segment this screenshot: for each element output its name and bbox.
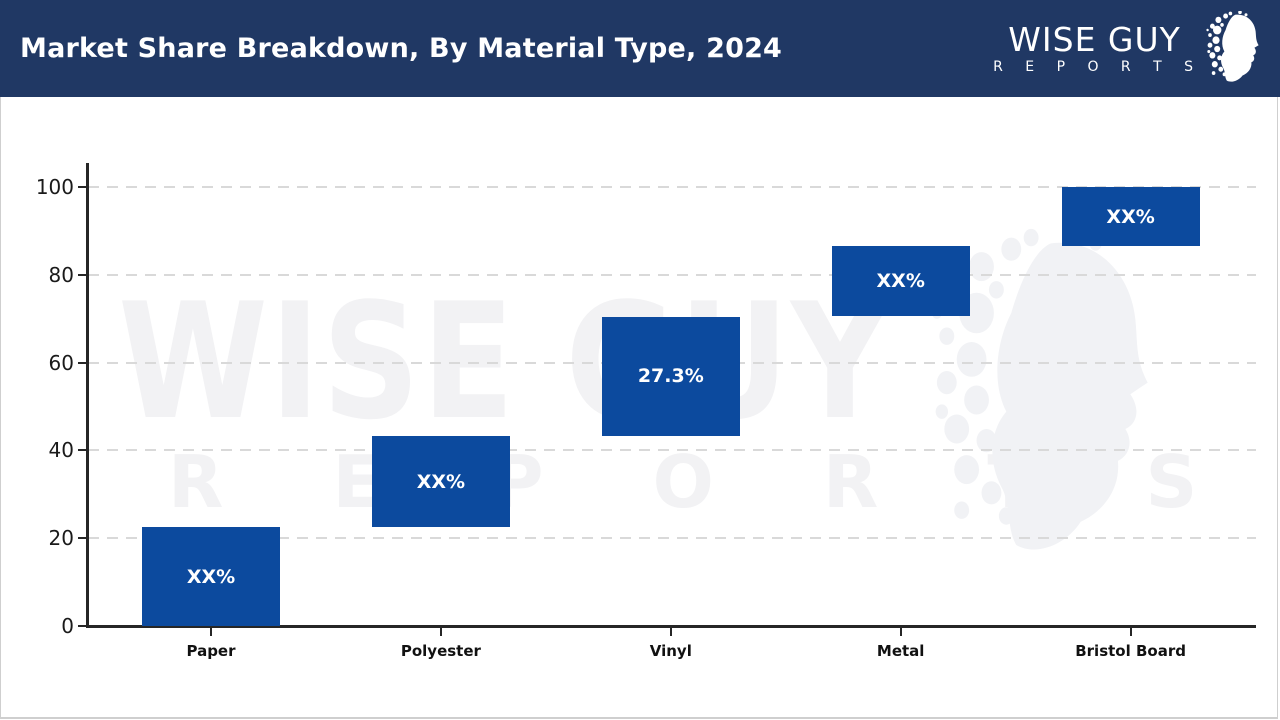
- logo-wordmark: WISE GUY: [1008, 20, 1181, 59]
- x-axis-tick-polyester: [439, 628, 442, 636]
- y-axis-tick-40: [78, 449, 88, 452]
- x-axis-tick-bristol-board: [1129, 628, 1132, 636]
- bar-value-label-vinyl: 27.3%: [637, 365, 704, 388]
- wiseguy-logo: WISE GUY R E P O R T S: [987, 10, 1264, 87]
- y-axis-tick-20: [78, 537, 88, 540]
- bar-value-label-bristol-board: XX%: [1106, 205, 1155, 228]
- bar-value-label-polyester: XX%: [416, 470, 466, 493]
- bar-bristol-board: [1061, 187, 1200, 247]
- y-axis-tick-label-0: 0: [61, 614, 74, 638]
- page-title: Market Share Breakdown, By Material Type…: [20, 33, 783, 64]
- logo-text: WISE GUY R E P O R T S: [987, 23, 1202, 74]
- watermark-wordmark: WISE GUY: [118, 268, 891, 455]
- y-axis-tick-label-20: 20: [48, 526, 74, 551]
- bar-vinyl: [601, 316, 740, 437]
- bar-value-label-paper: XX%: [186, 565, 236, 588]
- x-axis-label-polyester: Polyester: [400, 642, 481, 660]
- y-axis-line: [86, 163, 89, 628]
- y-axis-tick-label-80: 80: [48, 262, 74, 287]
- logo-subtext: R E P O R T S: [993, 59, 1202, 75]
- bar-paper: [142, 527, 280, 626]
- gridline-100: [88, 186, 1256, 188]
- gridline-20: [88, 537, 1256, 540]
- gridline-40: [88, 449, 1256, 452]
- head-profile-icon: [1206, 10, 1259, 82]
- bar-value-label-metal: XX%: [876, 270, 925, 293]
- x-axis-label-metal: Metal: [876, 642, 925, 660]
- x-axis-line: [86, 625, 1256, 628]
- y-axis-tick-label-40: 40: [48, 438, 74, 463]
- x-axis-tick-paper: [210, 628, 212, 636]
- y-axis-tick-label-100: 100: [35, 175, 74, 199]
- bar-polyester: [371, 436, 510, 528]
- bar-metal: [831, 246, 970, 317]
- report-header: Market Share Breakdown, By Material Type…: [0, 0, 1280, 97]
- x-axis-tick-vinyl: [669, 628, 672, 636]
- y-axis-tick-60: [78, 361, 88, 364]
- x-axis-label-vinyl: Vinyl: [649, 642, 692, 660]
- y-axis-tick-label-60: 60: [48, 350, 74, 375]
- x-axis-label-bristol-board: Bristol Board: [1075, 642, 1186, 660]
- y-axis-tick-100: [78, 186, 88, 188]
- y-axis-tick-80: [78, 273, 88, 276]
- y-axis-tick-0: [78, 625, 88, 627]
- x-axis-tick-metal: [899, 628, 902, 636]
- gridline-80: [88, 273, 1256, 276]
- x-axis-label-paper: Paper: [186, 642, 236, 660]
